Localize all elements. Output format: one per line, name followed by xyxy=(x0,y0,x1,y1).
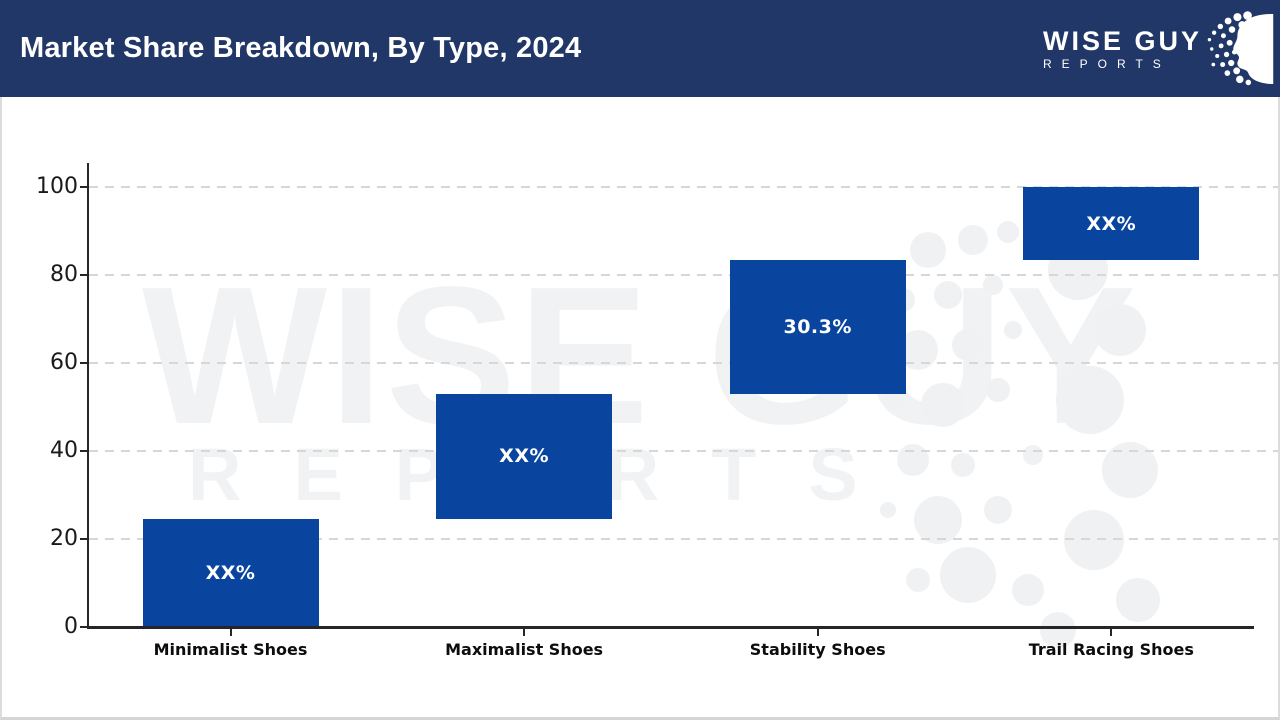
bar-value-label: 30.3% xyxy=(783,316,852,339)
x-tick-mark xyxy=(1110,628,1113,636)
y-tick-label: 60 xyxy=(50,350,78,375)
y-tick-label: 20 xyxy=(50,526,78,551)
x-category-label: Trail Racing Shoes xyxy=(1028,640,1194,659)
bar-trail-racing-shoes: XX% xyxy=(1023,187,1200,261)
logo-wordmark-main: WISE GUY xyxy=(1042,26,1202,56)
bar-maximalist-shoes: XX% xyxy=(436,393,613,520)
y-tick-mark xyxy=(80,362,89,364)
logo-wordmark-sub: REPORTS xyxy=(1042,57,1171,71)
y-tick-mark xyxy=(80,626,89,628)
x-tick-mark xyxy=(523,628,526,636)
gridline-80 xyxy=(89,274,1278,276)
bar-minimalist-shoes: XX% xyxy=(142,519,319,627)
logo-face-icon xyxy=(1207,10,1274,85)
gridline-60 xyxy=(89,362,1278,364)
bar-value-label: XX% xyxy=(205,562,256,585)
header-bar: Market Share Breakdown, By Type, 2024 WI… xyxy=(0,0,1280,97)
y-tick-label: 40 xyxy=(50,438,78,463)
y-tick-mark xyxy=(80,186,89,188)
x-tick-mark xyxy=(816,628,819,636)
watermark-face-dots-icon xyxy=(880,220,1160,648)
gridline-100 xyxy=(89,186,1278,188)
y-tick-mark xyxy=(80,274,89,276)
bar-value-label: XX% xyxy=(499,445,550,468)
y-tick-mark xyxy=(80,538,89,540)
x-category-label: Stability Shoes xyxy=(749,640,886,659)
bar-value-label: XX% xyxy=(1086,212,1137,235)
wise-guy-logo: WISE GUY REPORTS xyxy=(1043,0,1274,97)
y-tick-label: 0 xyxy=(64,614,78,639)
x-category-label: Minimalist Shoes xyxy=(153,640,308,659)
y-tick-mark xyxy=(80,450,89,452)
y-axis-line xyxy=(87,163,89,629)
y-tick-label: 80 xyxy=(50,262,78,287)
x-axis-line xyxy=(87,626,1254,629)
x-category-label: Maximalist Shoes xyxy=(445,640,604,659)
logo-wordmark: WISE GUY REPORTS xyxy=(1043,26,1202,71)
gridline-40 xyxy=(89,450,1278,452)
chart-title: Market Share Breakdown, By Type, 2024 xyxy=(20,32,582,64)
gridline-20 xyxy=(89,538,1278,540)
x-tick-mark xyxy=(229,628,232,636)
y-tick-label: 100 xyxy=(36,174,78,199)
bar-stability-shoes: 30.3% xyxy=(729,260,906,394)
